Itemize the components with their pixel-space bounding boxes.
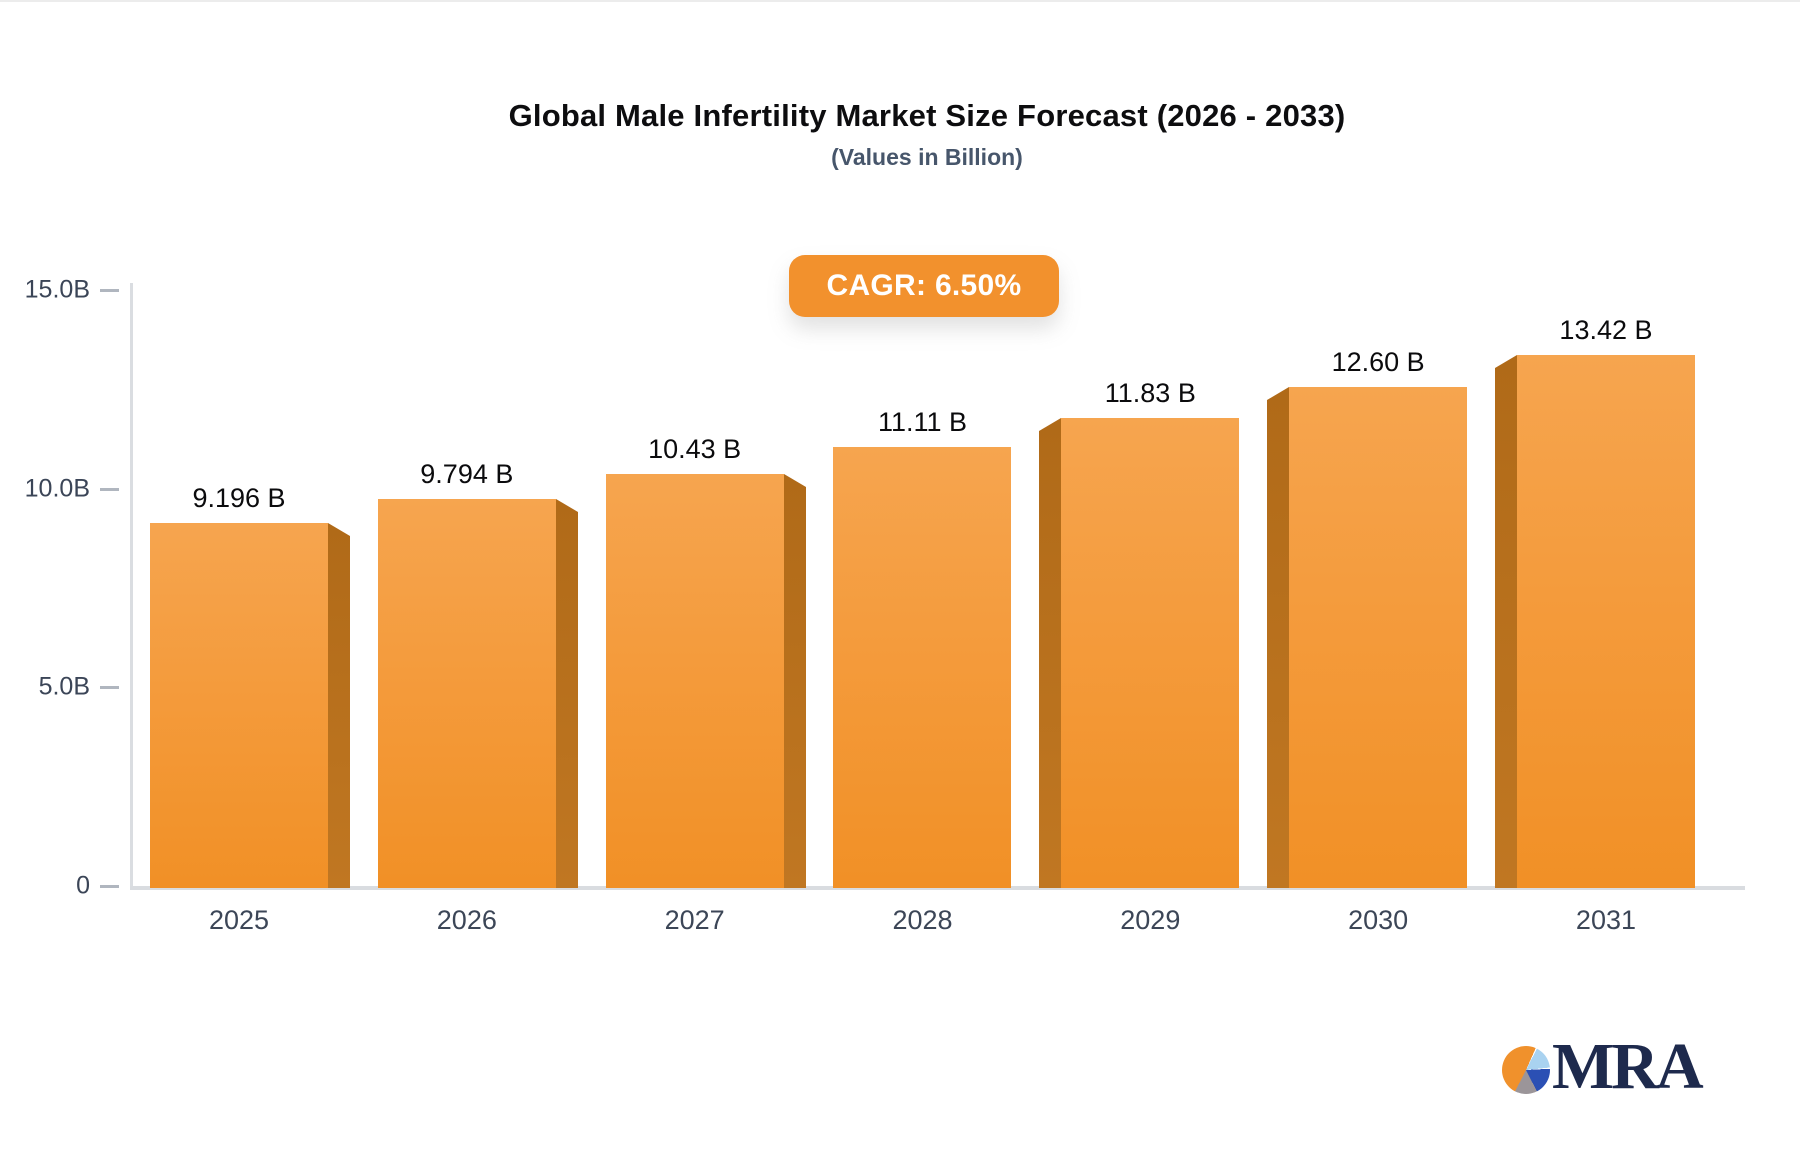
x-axis-label: 2028 — [892, 905, 953, 935]
x-axis-label: 2026 — [436, 905, 497, 935]
bar-3d-side — [556, 499, 578, 888]
bar-2029 — [1061, 418, 1239, 888]
x-axis-label: 2025 — [208, 905, 270, 935]
bar-3d-side — [1039, 418, 1061, 888]
x-axis-label: 2029 — [1120, 905, 1181, 935]
y-axis-tick — [100, 289, 119, 293]
y-axis-label: 0 — [76, 871, 90, 900]
y-axis-label: 15.0B — [24, 275, 90, 304]
x-axis-label: 2027 — [664, 905, 725, 935]
logo-text: MRA — [1552, 1030, 1704, 1103]
bar-value-label: 13.42 B — [1559, 315, 1653, 345]
y-axis-tick — [100, 885, 119, 888]
bar-value-label: 11.83 B — [1104, 378, 1196, 408]
bar-2027 — [606, 474, 784, 888]
chart-header: Global Male Infertility Market Size Fore… — [127, 98, 1727, 171]
y-axis-tick — [100, 487, 119, 491]
bar-value-label: 9.794 B — [420, 459, 514, 489]
x-axis-label: 2030 — [1348, 905, 1409, 935]
bar-value-label: 9.196 B — [192, 483, 286, 513]
brand-logo: MRA — [1502, 1031, 1752, 1111]
chart-title: Global Male Infertility Market Size Fore… — [508, 98, 1346, 133]
bar-2026 — [378, 499, 556, 888]
x-axis-line — [130, 886, 1745, 890]
bar-2028 — [833, 447, 1011, 888]
cagr-badge: CAGR: 6.50% — [789, 255, 1059, 317]
bar-value-label: 10.43 B — [648, 434, 742, 464]
bar-3d-side — [1495, 355, 1517, 888]
chart-subtitle: (Values in Billion) — [831, 144, 1023, 170]
bar-value-label: 11.11 B — [877, 407, 968, 437]
y-axis-line — [130, 283, 133, 888]
bar-3d-side — [328, 523, 350, 888]
bar-2025 — [150, 523, 328, 888]
y-axis-label: 10.0B — [24, 474, 90, 503]
x-axis-label: 2031 — [1575, 905, 1636, 935]
bar-value-label: 12.60 B — [1331, 347, 1425, 377]
y-axis-tick — [100, 686, 119, 690]
y-axis-label: 5.0B — [38, 672, 90, 701]
bar-3d-side — [1267, 387, 1289, 888]
bar-2031 — [1517, 355, 1695, 888]
pie-chart-icon — [1502, 1046, 1550, 1094]
bar-3d-side — [784, 474, 806, 888]
bar-2030 — [1289, 387, 1467, 888]
